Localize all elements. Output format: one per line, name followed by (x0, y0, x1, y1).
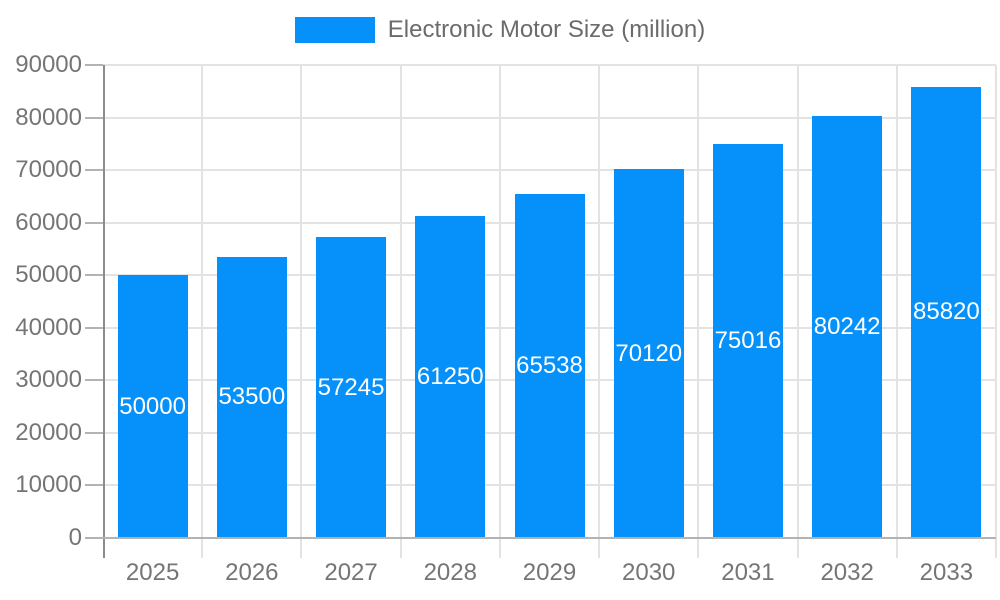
plot-area: 50000 53500 57245 61250 65538 70120 75016 80242… (103, 64, 997, 558)
bar-value-label: 85820 (913, 298, 980, 326)
gridline-vertical (300, 65, 303, 558)
y-axis-tick-label: 0 (68, 524, 82, 551)
y-axis-tick-label: 10000 (15, 471, 82, 499)
bar: 61250 (415, 216, 486, 538)
y-axis-tick (85, 431, 103, 434)
bar-value-label: 80242 (813, 313, 881, 341)
y-axis-tick-label: 40000 (15, 313, 82, 341)
y-axis-tick (85, 537, 103, 539)
gridline-vertical (796, 65, 799, 558)
x-axis-line (103, 537, 996, 539)
bar-value-label: 75016 (714, 326, 782, 354)
gridline-vertical (895, 65, 898, 558)
y-axis-tick (85, 484, 103, 487)
bar-value-label: 57245 (317, 373, 385, 401)
gridline-vertical (399, 65, 402, 558)
gridline-vertical (201, 65, 204, 558)
y-axis-tick-label: 90000 (15, 51, 82, 78)
bar-value-label: 65538 (516, 351, 583, 379)
bar: 53500 (216, 256, 287, 538)
gridline-vertical (995, 65, 997, 558)
y-axis-tick (85, 379, 103, 382)
bar: 50000 (117, 275, 188, 538)
y-axis-tick (85, 326, 103, 329)
x-axis-tick-label: 2025 (125, 559, 180, 586)
x-axis-tick-label: 2029 (522, 559, 577, 586)
y-axis-tick (85, 221, 103, 224)
bar: 80242 (812, 116, 883, 538)
y-axis-tick (85, 64, 103, 66)
bar: 70120 (613, 169, 684, 538)
y-axis-tick-label: 50000 (15, 261, 82, 289)
legend-label: Electronic Motor Size (million) (387, 16, 706, 43)
bar: 75016 (712, 143, 783, 538)
y-axis-tick-label: 80000 (15, 103, 82, 131)
y-axis-tick (85, 116, 103, 119)
x-axis-tick-label: 2026 (225, 559, 279, 586)
bar-value-label: 70120 (615, 339, 683, 367)
legend: Electronic Motor Size (million) (0, 14, 1000, 46)
y-axis-tick-label: 70000 (15, 156, 82, 184)
y-axis-tick-label: 20000 (15, 418, 82, 446)
bar-value-label: 50000 (119, 392, 186, 420)
gridline-vertical (498, 65, 501, 558)
x-axis-tick-label: 2030 (622, 559, 676, 586)
bar: 65538 (514, 193, 585, 538)
gridline-horizontal (103, 116, 996, 119)
y-axis-tick (85, 274, 103, 277)
gridline-horizontal (103, 64, 996, 66)
x-axis-tick-label: 2027 (324, 559, 378, 586)
bar: 85820 (911, 86, 982, 538)
y-axis-tick-label: 60000 (15, 208, 82, 236)
x-axis-tick-label: 2031 (721, 559, 775, 586)
x-axis-tick-label: 2033 (919, 559, 974, 586)
gridline-vertical (598, 65, 601, 558)
bar-value-label: 53500 (218, 383, 286, 411)
y-axis-line (103, 65, 105, 558)
y-axis-tick (85, 169, 103, 172)
bar: 57245 (316, 237, 387, 538)
x-axis-tick-label: 2032 (820, 559, 874, 586)
legend-swatch (294, 17, 375, 43)
y-axis-tick-label: 30000 (15, 366, 82, 394)
gridline-vertical (697, 65, 700, 558)
x-axis-tick-label: 2028 (423, 559, 477, 586)
gridline-horizontal (103, 169, 996, 172)
bar-value-label: 61250 (416, 363, 484, 391)
